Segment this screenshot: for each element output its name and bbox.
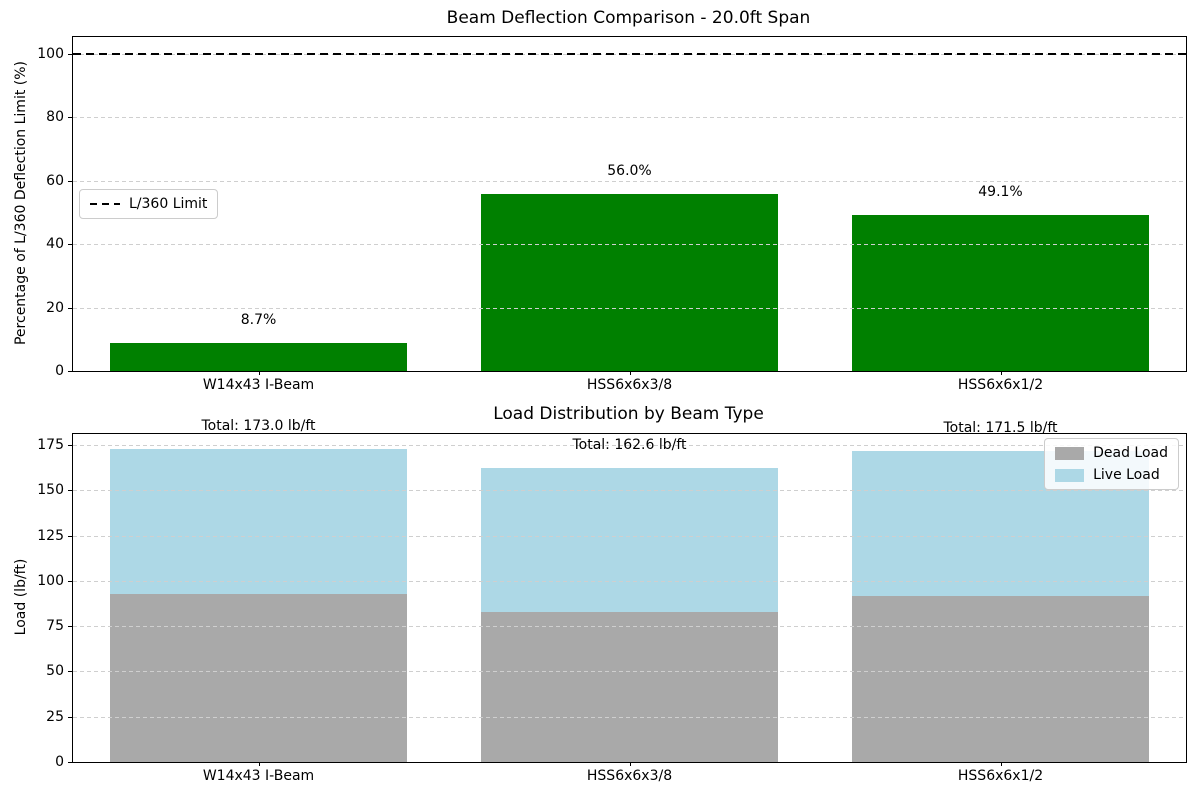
y-tick-label: 100 [37,572,64,589]
dashed-line-swatch [90,203,120,205]
legend-label: Dead Load [1093,445,1168,461]
legend: L/360 Limit [79,189,219,219]
legend-item: L/360 Limit [90,196,207,212]
live-load-bar [110,448,407,594]
deflection-plot-area: W14x43 I-Beam 8.7% HSS6x6x3/8 56.0% HSS6x6x1… [37,36,1187,393]
y-tick-label: 0 [55,363,64,379]
gridline [73,244,1186,246]
x-tick-label: HSS6x6x1/2 [957,768,1044,784]
y-tick-mark [68,626,72,628]
dead-load-bar [110,593,407,762]
deflection-chart-title: Beam Deflection Comparison - 20.0ft Span [446,8,811,28]
x-tick-mark [258,762,260,766]
gridline [73,671,1186,673]
gridline [73,307,1186,309]
y-tick-label: 100 [37,46,64,63]
x-tick-label: HSS6x6x1/2 [957,377,1044,393]
y-tick-mark [68,307,72,309]
total-label: Total: 173.0 lb/ft [201,417,316,434]
y-tick-label: 60 [46,172,64,189]
y-tick-label: 150 [37,482,64,499]
load-y-axis-label: Load (lb/ft) [13,558,29,636]
bar-value-label: 49.1% [978,184,1023,201]
value-bar [481,193,778,371]
legend-item: Live Load [1055,467,1168,483]
x-tick-label: HSS6x6x3/8 [586,377,673,393]
gridline [73,490,1186,492]
x-tick-mark [1000,371,1002,375]
y-tick-mark [68,580,72,582]
bar-value-label: 8.7% [240,312,277,329]
legend-item: Dead Load [1055,445,1168,461]
bar-value-label: 56.0% [607,162,652,179]
x-tick-mark [629,371,631,375]
load-chart-title: Load Distribution by Beam Type [493,404,764,424]
y-tick-mark [68,54,72,56]
color-swatch [1055,468,1085,482]
load-plot-area: W14x43 I-Beam Total: 173.0 lb/ft HSS6x6x3/… [37,418,1187,784]
y-tick-mark [68,716,72,718]
y-tick-mark [68,762,72,763]
y-tick-mark [68,535,72,537]
legend: Dead Load Live Load [1044,438,1179,490]
x-tick-label: W14x43 I-Beam [202,377,315,393]
x-tick-mark [1000,762,1002,766]
y-tick-label: 50 [46,663,64,680]
gridline [73,117,1186,119]
gridline [73,716,1186,718]
dead-load-bar [852,596,1149,762]
live-load-bar [481,467,778,613]
y-tick-mark [68,671,72,673]
y-tick-label: 20 [46,299,64,316]
y-tick-label: 80 [46,109,64,126]
x-tick-mark [629,762,631,766]
value-bar [110,343,407,371]
gridline [73,445,1186,447]
gridline [73,580,1186,582]
legend-label: Live Load [1093,467,1160,483]
legend-label: L/360 Limit [129,196,208,212]
y-tick-label: 125 [37,527,64,544]
y-tick-label: 25 [46,708,64,725]
color-swatch [1055,446,1085,460]
dead-load-bar [481,612,778,762]
gridline [73,180,1186,182]
deflection-y-axis-label: Percentage of L/360 Deflection Limit (%) [13,60,29,346]
total-label: Total: 162.6 lb/ft [572,436,687,453]
y-tick-mark [68,117,72,119]
y-tick-mark [68,490,72,492]
y-tick-mark [68,244,72,246]
y-tick-mark [68,371,72,372]
x-tick-label: HSS6x6x3/8 [586,768,673,784]
gridline [73,535,1186,537]
total-label: Total: 171.5 lb/ft [943,420,1058,437]
y-tick-label: 175 [37,437,64,454]
y-tick-mark [68,180,72,182]
y-tick-label: 75 [46,618,64,635]
deflection-limit-line [73,53,1186,56]
y-tick-label: 40 [46,236,64,253]
gridline [73,626,1186,628]
x-tick-mark [258,371,260,375]
y-tick-mark [68,445,72,447]
value-bar [852,215,1149,371]
y-tick-label: 0 [55,754,64,770]
x-tick-label: W14x43 I-Beam [202,768,315,784]
